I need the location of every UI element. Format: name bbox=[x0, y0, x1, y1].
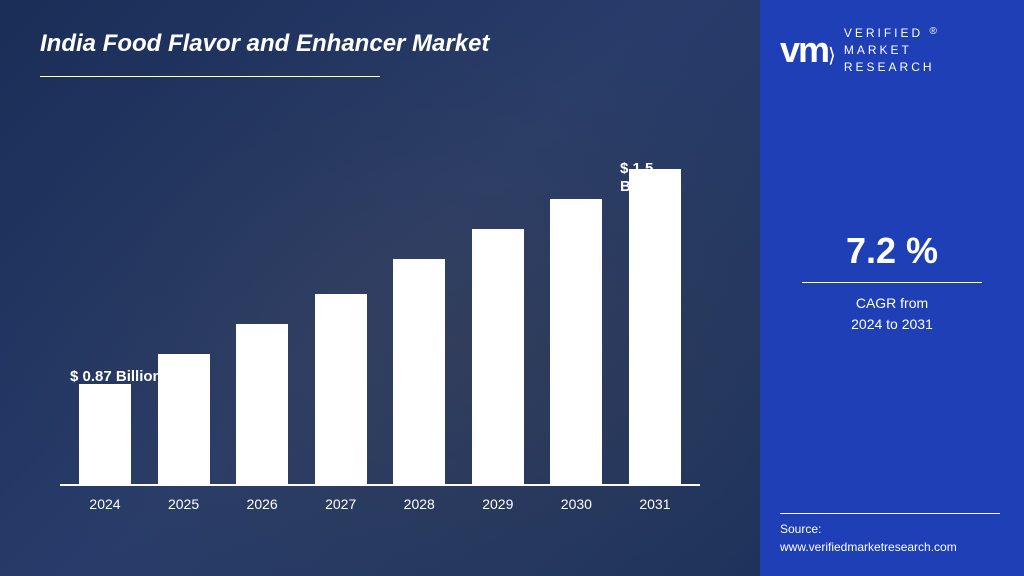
bar-group bbox=[306, 294, 376, 484]
cagr-underline bbox=[802, 282, 982, 283]
last-bar-value-label: $ 1.5 Billion bbox=[620, 160, 700, 196]
x-axis-label: 2029 bbox=[463, 496, 533, 512]
bar-group bbox=[620, 169, 690, 484]
source-underline bbox=[780, 513, 1000, 514]
title-underline bbox=[40, 76, 380, 77]
bar bbox=[550, 199, 602, 484]
first-bar-value-label: $ 0.87 Billion bbox=[70, 368, 162, 386]
bar-group bbox=[541, 199, 611, 484]
info-panel: vm⟩ VERIFIED ® MARKET RESEARCH 7.2 % CAG… bbox=[760, 0, 1024, 576]
x-axis-label: 2030 bbox=[541, 496, 611, 512]
x-axis-label: 2026 bbox=[227, 496, 297, 512]
bar bbox=[315, 294, 367, 484]
bar bbox=[472, 229, 524, 484]
registered-icon: ® bbox=[930, 26, 940, 37]
bar-group bbox=[463, 229, 533, 484]
bar-group bbox=[384, 259, 454, 484]
bar bbox=[629, 169, 681, 484]
bar-chart: $ 0.87 Billion $ 1.5 Billion 20242025202… bbox=[60, 166, 700, 526]
cagr-block: 7.2 % CAGR from 2024 to 2031 bbox=[760, 230, 1024, 335]
logo-mark-icon: vm⟩ bbox=[780, 29, 834, 71]
x-axis-label: 2024 bbox=[70, 496, 140, 512]
x-axis-label: 2027 bbox=[306, 496, 376, 512]
x-axis-label: 2025 bbox=[149, 496, 219, 512]
x-axis-label: 2031 bbox=[620, 496, 690, 512]
bar bbox=[393, 259, 445, 484]
cagr-label: CAGR from bbox=[760, 293, 1024, 314]
x-axis-label: 2028 bbox=[384, 496, 454, 512]
bar-group bbox=[227, 324, 297, 484]
bar bbox=[236, 324, 288, 484]
chart-title: India Food Flavor and Enhancer Market bbox=[40, 30, 720, 58]
cagr-value: 7.2 % bbox=[760, 230, 1024, 272]
source-block: Source: www.verifiedmarketresearch.com bbox=[780, 513, 1000, 556]
bars-container bbox=[60, 166, 700, 486]
logo-text: VERIFIED ® MARKET RESEARCH bbox=[844, 25, 940, 75]
x-axis-labels: 2024 2025 2026 2027 2028 2029 2030 2031 bbox=[60, 486, 700, 512]
bar-group bbox=[70, 384, 140, 484]
cagr-range: 2024 to 2031 bbox=[760, 314, 1024, 335]
chart-panel: India Food Flavor and Enhancer Market $ … bbox=[0, 0, 760, 576]
source-label: Source: bbox=[780, 520, 1000, 538]
bar bbox=[158, 354, 210, 484]
bar bbox=[79, 384, 131, 484]
logo: vm⟩ VERIFIED ® MARKET RESEARCH bbox=[780, 25, 1004, 75]
source-url: www.verifiedmarketresearch.com bbox=[780, 538, 1000, 556]
